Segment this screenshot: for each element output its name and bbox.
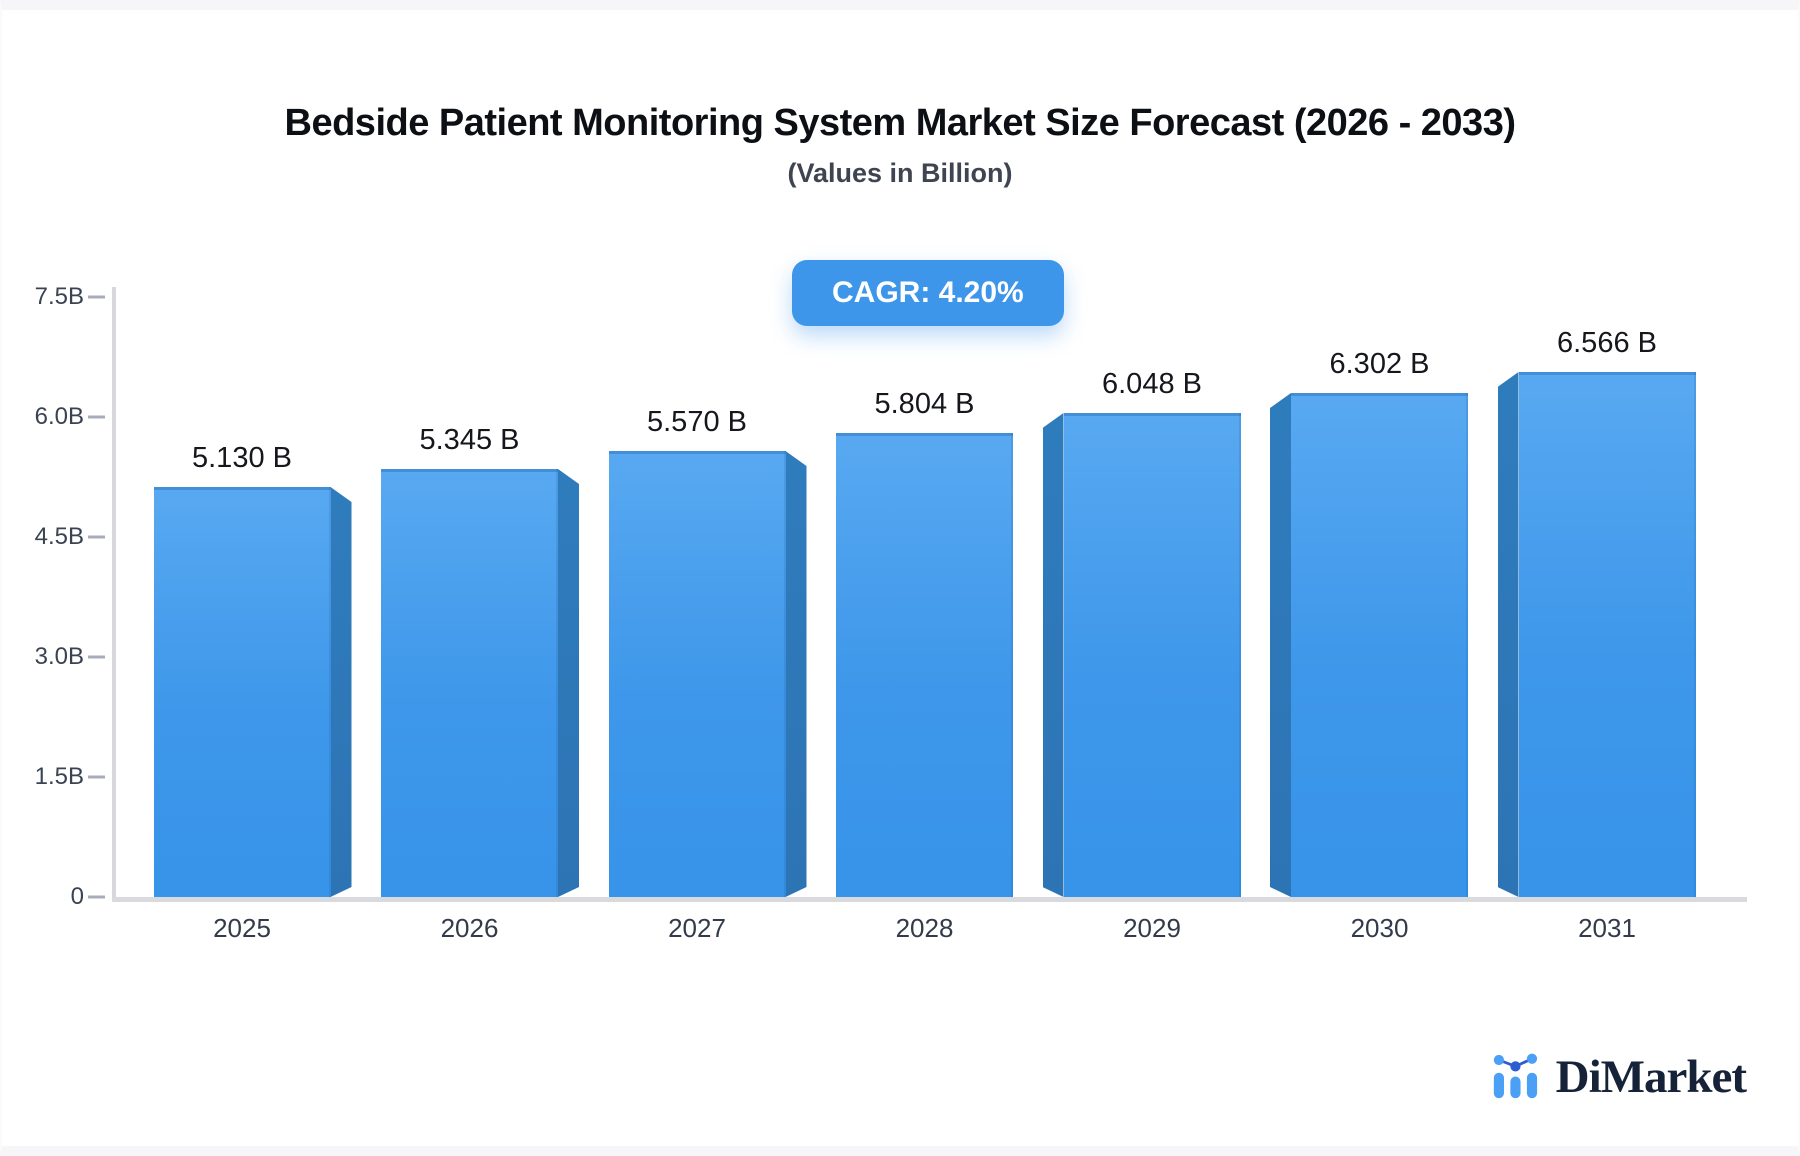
- bar-3d-side-2029: [1043, 413, 1064, 897]
- y-tick-dash: [88, 295, 105, 299]
- y-tick-label: 6.0B: [34, 403, 84, 430]
- y-tick-label: 4.5B: [34, 523, 84, 550]
- bar-2029: [1063, 413, 1241, 897]
- bar-2025: [153, 487, 331, 897]
- bar-value-label: 6.048 B: [1102, 368, 1202, 400]
- y-tick-label: 3.0B: [34, 643, 84, 670]
- x-tick-label: 2027: [668, 913, 726, 943]
- x-axis-baseline: [112, 897, 1747, 902]
- bar-2028: [836, 433, 1013, 897]
- x-tick-label: 2029: [1123, 913, 1181, 943]
- y-tick-dash: [88, 895, 105, 899]
- bar-3d-side-2025: [331, 487, 352, 897]
- bar-2026: [381, 469, 558, 897]
- bar-value-label: 5.570 B: [647, 406, 747, 438]
- y-tick-dash: [88, 655, 105, 659]
- x-tick-label: 2026: [440, 913, 499, 943]
- bar-3d-side-2030: [1270, 393, 1291, 897]
- bar-value-label: 5.345 B: [419, 424, 520, 456]
- bar-value-label: 5.130 B: [192, 442, 292, 474]
- x-tick-label: 2031: [1578, 913, 1636, 943]
- bar-chart-logo-icon: [1490, 1046, 1546, 1107]
- y-axis-line: [112, 287, 116, 897]
- y-tick-label: 1.5B: [34, 763, 84, 790]
- x-tick-label: 2028: [895, 913, 954, 943]
- y-tick-label: 7.5B: [34, 283, 84, 310]
- bar-3d-side-2027: [786, 451, 807, 897]
- y-tick-dash: [88, 535, 105, 539]
- bar-value-label: 6.302 B: [1329, 348, 1430, 380]
- brand-logo-text: DiMarket: [1555, 1050, 1747, 1103]
- y-tick-dash: [88, 775, 105, 779]
- x-tick-label: 2030: [1350, 913, 1409, 943]
- page-title: Bedside Patient Monitoring System Market…: [284, 102, 1516, 144]
- bar-3d-side-2026: [558, 469, 579, 897]
- bar-2027: [608, 451, 786, 897]
- brand-logo: DiMarket: [1490, 1046, 1747, 1107]
- bar-value-label: 5.804 B: [874, 388, 975, 420]
- bar-2030: [1291, 393, 1468, 897]
- bar-2031: [1518, 372, 1696, 897]
- x-tick-label: 2025: [213, 913, 271, 943]
- page-subtitle: (Values in Billion): [787, 158, 1013, 188]
- y-tick-label: 0: [70, 883, 84, 910]
- cagr-badge: CAGR: 4.20%: [792, 260, 1064, 326]
- bar-3d-side-2031: [1498, 372, 1519, 897]
- y-tick-dash: [88, 415, 105, 419]
- bar-value-label: 6.566 B: [1557, 327, 1657, 359]
